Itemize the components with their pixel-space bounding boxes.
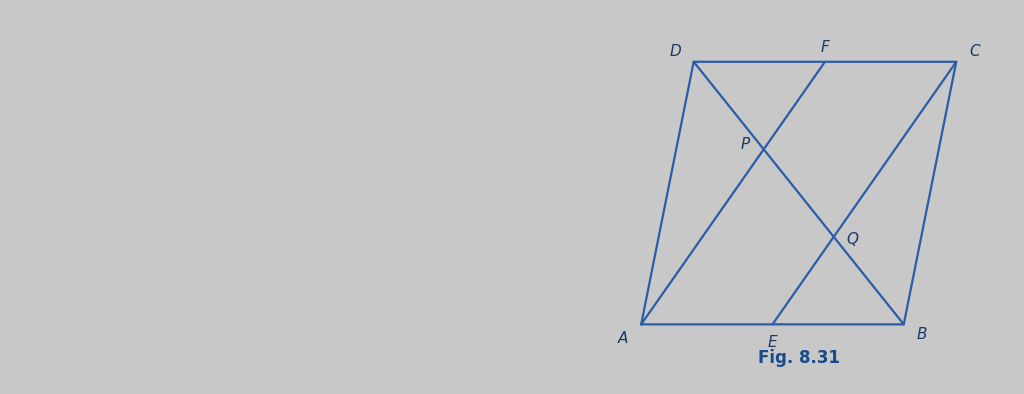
Text: F: F (820, 40, 829, 55)
Text: Q: Q (846, 232, 858, 247)
Text: A: A (617, 331, 628, 346)
Text: Fig. 8.31: Fig. 8.31 (758, 349, 840, 368)
Text: D: D (670, 44, 681, 59)
Text: C: C (970, 44, 980, 59)
Text: B: B (916, 327, 928, 342)
Text: P: P (740, 137, 750, 152)
Text: E: E (768, 335, 777, 350)
